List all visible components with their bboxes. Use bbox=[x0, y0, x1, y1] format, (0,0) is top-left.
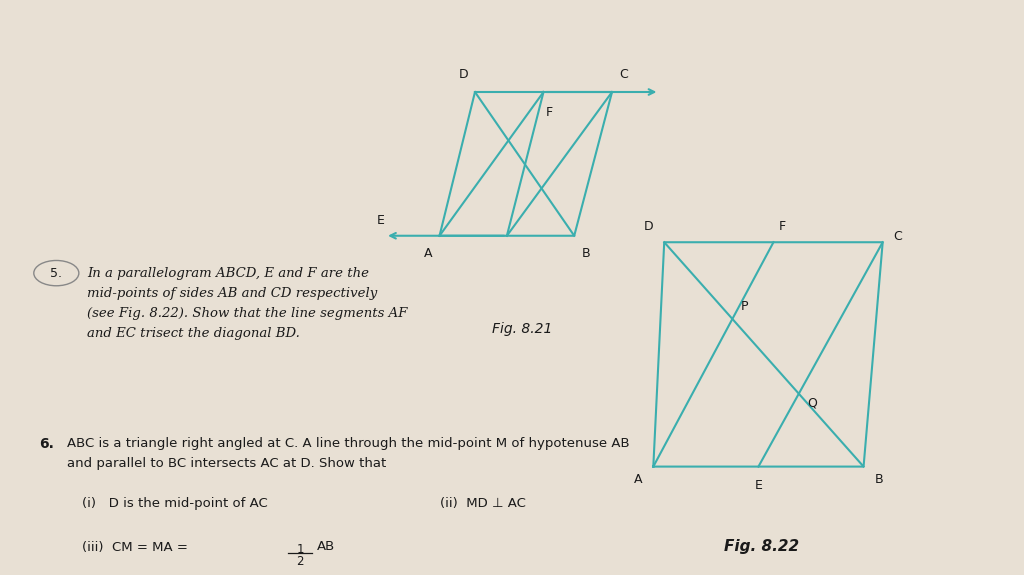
Text: (ii)  MD ⊥ AC: (ii) MD ⊥ AC bbox=[440, 497, 526, 511]
Text: P: P bbox=[740, 300, 749, 313]
Text: F: F bbox=[779, 220, 786, 233]
Text: B: B bbox=[874, 473, 883, 486]
Text: D: D bbox=[644, 220, 653, 233]
Circle shape bbox=[34, 260, 79, 286]
Text: E: E bbox=[377, 214, 384, 227]
Text: Fig. 8.21: Fig. 8.21 bbox=[493, 322, 552, 336]
Text: Q: Q bbox=[807, 397, 817, 410]
Text: E: E bbox=[755, 479, 763, 492]
Text: 6.: 6. bbox=[39, 437, 54, 451]
Text: C: C bbox=[620, 67, 628, 81]
Text: AB: AB bbox=[316, 540, 335, 554]
Text: B: B bbox=[582, 247, 590, 260]
Text: ABC is a triangle right angled at C. A line through the mid-point M of hypotenus: ABC is a triangle right angled at C. A l… bbox=[67, 437, 629, 470]
Text: D: D bbox=[459, 67, 468, 81]
Text: 5.: 5. bbox=[50, 267, 62, 279]
Text: A: A bbox=[634, 473, 642, 486]
Text: Fig. 8.22: Fig. 8.22 bbox=[724, 539, 799, 554]
Text: C: C bbox=[894, 229, 902, 243]
Text: 2: 2 bbox=[296, 555, 304, 568]
Text: In a parallelogram ABCD, E and F are the
mid-points of sides AB and CD respectiv: In a parallelogram ABCD, E and F are the… bbox=[87, 267, 408, 340]
Text: 1: 1 bbox=[296, 543, 304, 557]
Text: (iii)  CM = MA =: (iii) CM = MA = bbox=[82, 540, 193, 554]
Text: A: A bbox=[424, 247, 432, 260]
Text: (i)   D is the mid-point of AC: (i) D is the mid-point of AC bbox=[82, 497, 267, 511]
Text: F: F bbox=[546, 106, 553, 120]
